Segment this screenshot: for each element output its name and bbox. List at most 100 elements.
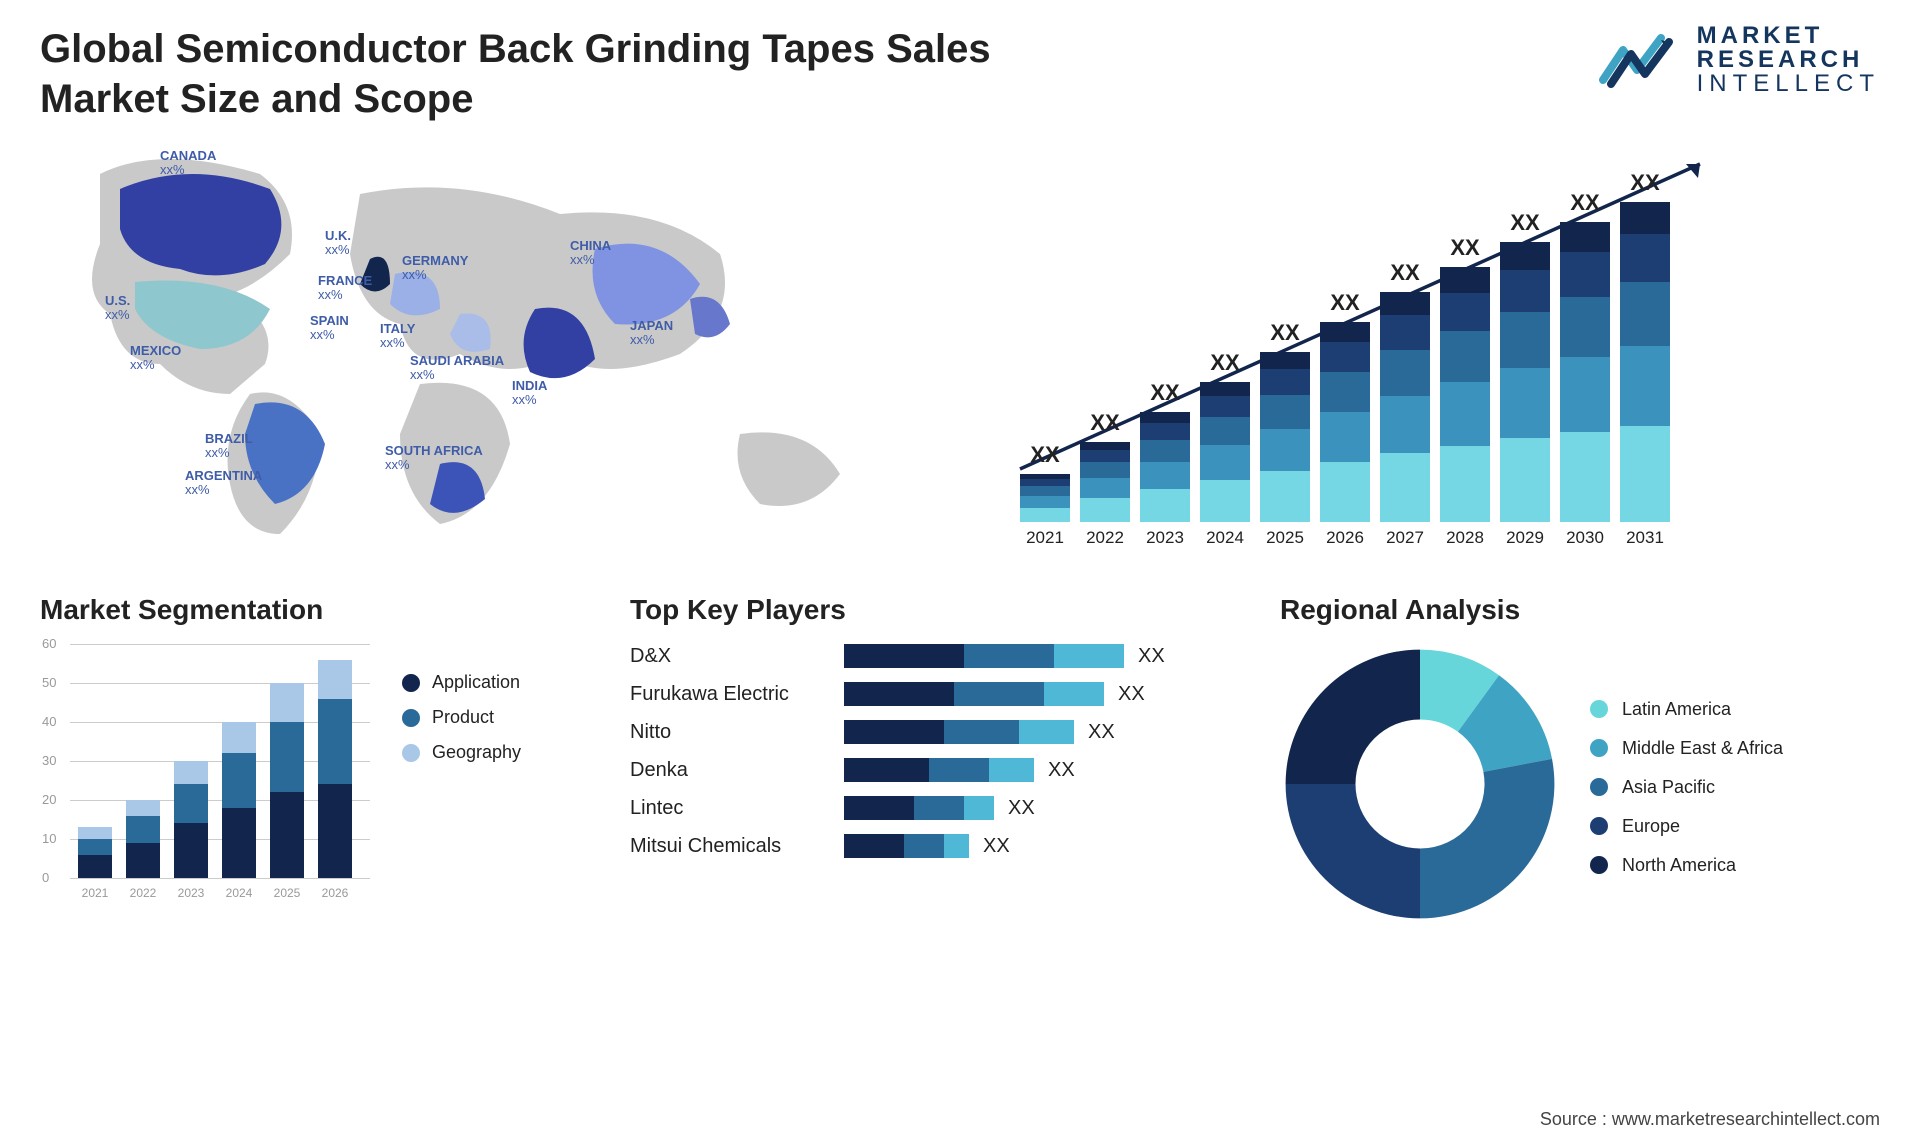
seg-bar-2026 xyxy=(318,660,352,878)
growth-value-2022: XX xyxy=(1076,410,1134,436)
player-row-nitto: Nitto XX xyxy=(630,720,1250,744)
growth-year-2028: 2028 xyxy=(1437,528,1493,548)
growth-value-2025: XX xyxy=(1256,320,1314,346)
source-attribution: Source : www.marketresearchintellect.com xyxy=(1540,1109,1880,1130)
seg-bar-2023 xyxy=(174,761,208,878)
player-name: Denka xyxy=(630,759,830,782)
map-label-mexico: MEXICOxx% xyxy=(130,344,181,373)
regional-legend-middle-east-africa: Middle East & Africa xyxy=(1590,738,1783,759)
growth-value-2028: XX xyxy=(1436,235,1494,261)
map-label-brazil: BRAZILxx% xyxy=(205,432,253,461)
player-name: Lintec xyxy=(630,797,830,820)
regional-donut-chart xyxy=(1280,644,1560,924)
map-label-italy: ITALYxx% xyxy=(380,322,415,351)
growth-value-2027: XX xyxy=(1376,260,1434,286)
segmentation-legend: Application Product Geography xyxy=(402,644,521,777)
players-title: Top Key Players xyxy=(630,594,1250,626)
regional-legend-europe: Europe xyxy=(1590,816,1783,837)
seg-legend-product: Product xyxy=(402,707,521,728)
map-label-u-k-: U.K.xx% xyxy=(325,229,351,258)
growth-value-2030: XX xyxy=(1556,190,1614,216)
map-label-india: INDIAxx% xyxy=(512,379,547,408)
seg-legend-application: Application xyxy=(402,672,521,693)
segmentation-chart: 0102030405060 202120222023202420252026 xyxy=(40,644,370,904)
market-growth-chart: 2021 XX 2022 XX 2023 XX 2024 XX 2025 XX 2026 XX 2027… xyxy=(1000,134,1880,554)
player-bar xyxy=(844,682,1104,706)
growth-bar-2027 xyxy=(1380,292,1430,522)
page-title: Global Semiconductor Back Grinding Tapes… xyxy=(40,24,1090,124)
brand-logo-text: MARKET RESEARCH INTELLECT xyxy=(1697,24,1880,96)
growth-bar-2023 xyxy=(1140,412,1190,522)
map-label-argentina: ARGENTINAxx% xyxy=(185,469,262,498)
map-label-france: FRANCExx% xyxy=(318,274,372,303)
map-label-japan: JAPANxx% xyxy=(630,319,673,348)
regional-title: Regional Analysis xyxy=(1280,594,1880,626)
growth-year-2026: 2026 xyxy=(1317,528,1373,548)
player-bar xyxy=(844,644,1124,668)
donut-slice-europe xyxy=(1286,784,1420,918)
player-bar xyxy=(844,834,969,858)
regional-legend-latin-america: Latin America xyxy=(1590,699,1783,720)
donut-slice-asia-pacific xyxy=(1420,759,1554,919)
donut-slice-north-america xyxy=(1286,650,1420,784)
growth-year-2022: 2022 xyxy=(1077,528,1133,548)
growth-bar-2029 xyxy=(1500,242,1550,522)
growth-value-2031: XX xyxy=(1616,170,1674,196)
growth-year-2030: 2030 xyxy=(1557,528,1613,548)
growth-value-2021: XX xyxy=(1016,442,1074,468)
player-value: XX xyxy=(1008,797,1035,820)
players-chart: D&XXXFurukawa ElectricXXNittoXXDenkaXXLi… xyxy=(630,644,1250,858)
growth-value-2029: XX xyxy=(1496,210,1554,236)
player-row-d-x: D&XXX xyxy=(630,644,1250,668)
growth-year-2023: 2023 xyxy=(1137,528,1193,548)
player-value: XX xyxy=(1048,759,1075,782)
growth-bar-2025 xyxy=(1260,352,1310,522)
regional-legend-asia-pacific: Asia Pacific xyxy=(1590,777,1783,798)
segmentation-title: Market Segmentation xyxy=(40,594,600,626)
growth-year-2031: 2031 xyxy=(1617,528,1673,548)
player-value: XX xyxy=(983,835,1010,858)
player-row-furukawa-electric: Furukawa Electric XX xyxy=(630,682,1250,706)
map-label-saudi-arabia: SAUDI ARABIAxx% xyxy=(410,354,504,383)
player-row-mitsui-chemicals: Mitsui Chemicals XX xyxy=(630,834,1250,858)
player-row-lintec: Lintec XX xyxy=(630,796,1250,820)
brand-logo: MARKET RESEARCH INTELLECT xyxy=(1599,24,1880,96)
growth-bar-2024 xyxy=(1200,382,1250,522)
brand-logo-glyph xyxy=(1599,30,1683,90)
growth-value-2024: XX xyxy=(1196,350,1254,376)
map-label-spain: SPAINxx% xyxy=(310,314,349,343)
player-name: D&X xyxy=(630,645,830,668)
map-label-south-africa: SOUTH AFRICAxx% xyxy=(385,444,483,473)
world-map-region: CANADAxx% U.S.xx%MEXICOxx% BRAZILxx% ARGENT… xyxy=(40,134,940,554)
player-name: Mitsui Chemicals xyxy=(630,835,830,858)
growth-year-2021: 2021 xyxy=(1017,528,1073,548)
seg-bar-2024 xyxy=(222,722,256,878)
seg-bar-2025 xyxy=(270,683,304,878)
growth-year-2029: 2029 xyxy=(1497,528,1553,548)
growth-bar-2026 xyxy=(1320,322,1370,522)
growth-year-2024: 2024 xyxy=(1197,528,1253,548)
player-name: Furukawa Electric xyxy=(630,683,830,706)
growth-bar-2031 xyxy=(1620,202,1670,522)
growth-value-2026: XX xyxy=(1316,290,1374,316)
player-row-denka: Denka XX xyxy=(630,758,1250,782)
player-bar xyxy=(844,796,994,820)
growth-bar-2028 xyxy=(1440,267,1490,522)
map-label-u-s-: U.S.xx% xyxy=(105,294,130,323)
player-name: Nitto xyxy=(630,721,830,744)
player-value: XX xyxy=(1118,683,1145,706)
map-label-china: CHINAxx% xyxy=(570,239,611,268)
map-label-canada: CANADAxx% xyxy=(160,149,216,178)
growth-bar-2022 xyxy=(1080,442,1130,522)
growth-bar-2030 xyxy=(1560,222,1610,522)
map-label-germany: GERMANYxx% xyxy=(402,254,468,283)
growth-year-2025: 2025 xyxy=(1257,528,1313,548)
growth-year-2027: 2027 xyxy=(1377,528,1433,548)
seg-bar-2022 xyxy=(126,800,160,878)
player-bar xyxy=(844,720,1074,744)
growth-bar-2021 xyxy=(1020,474,1070,522)
seg-bar-2021 xyxy=(78,827,112,878)
seg-legend-geography: Geography xyxy=(402,742,521,763)
regional-legend: Latin America Middle East & Africa Asia Pa… xyxy=(1590,693,1783,876)
player-value: XX xyxy=(1088,721,1115,744)
